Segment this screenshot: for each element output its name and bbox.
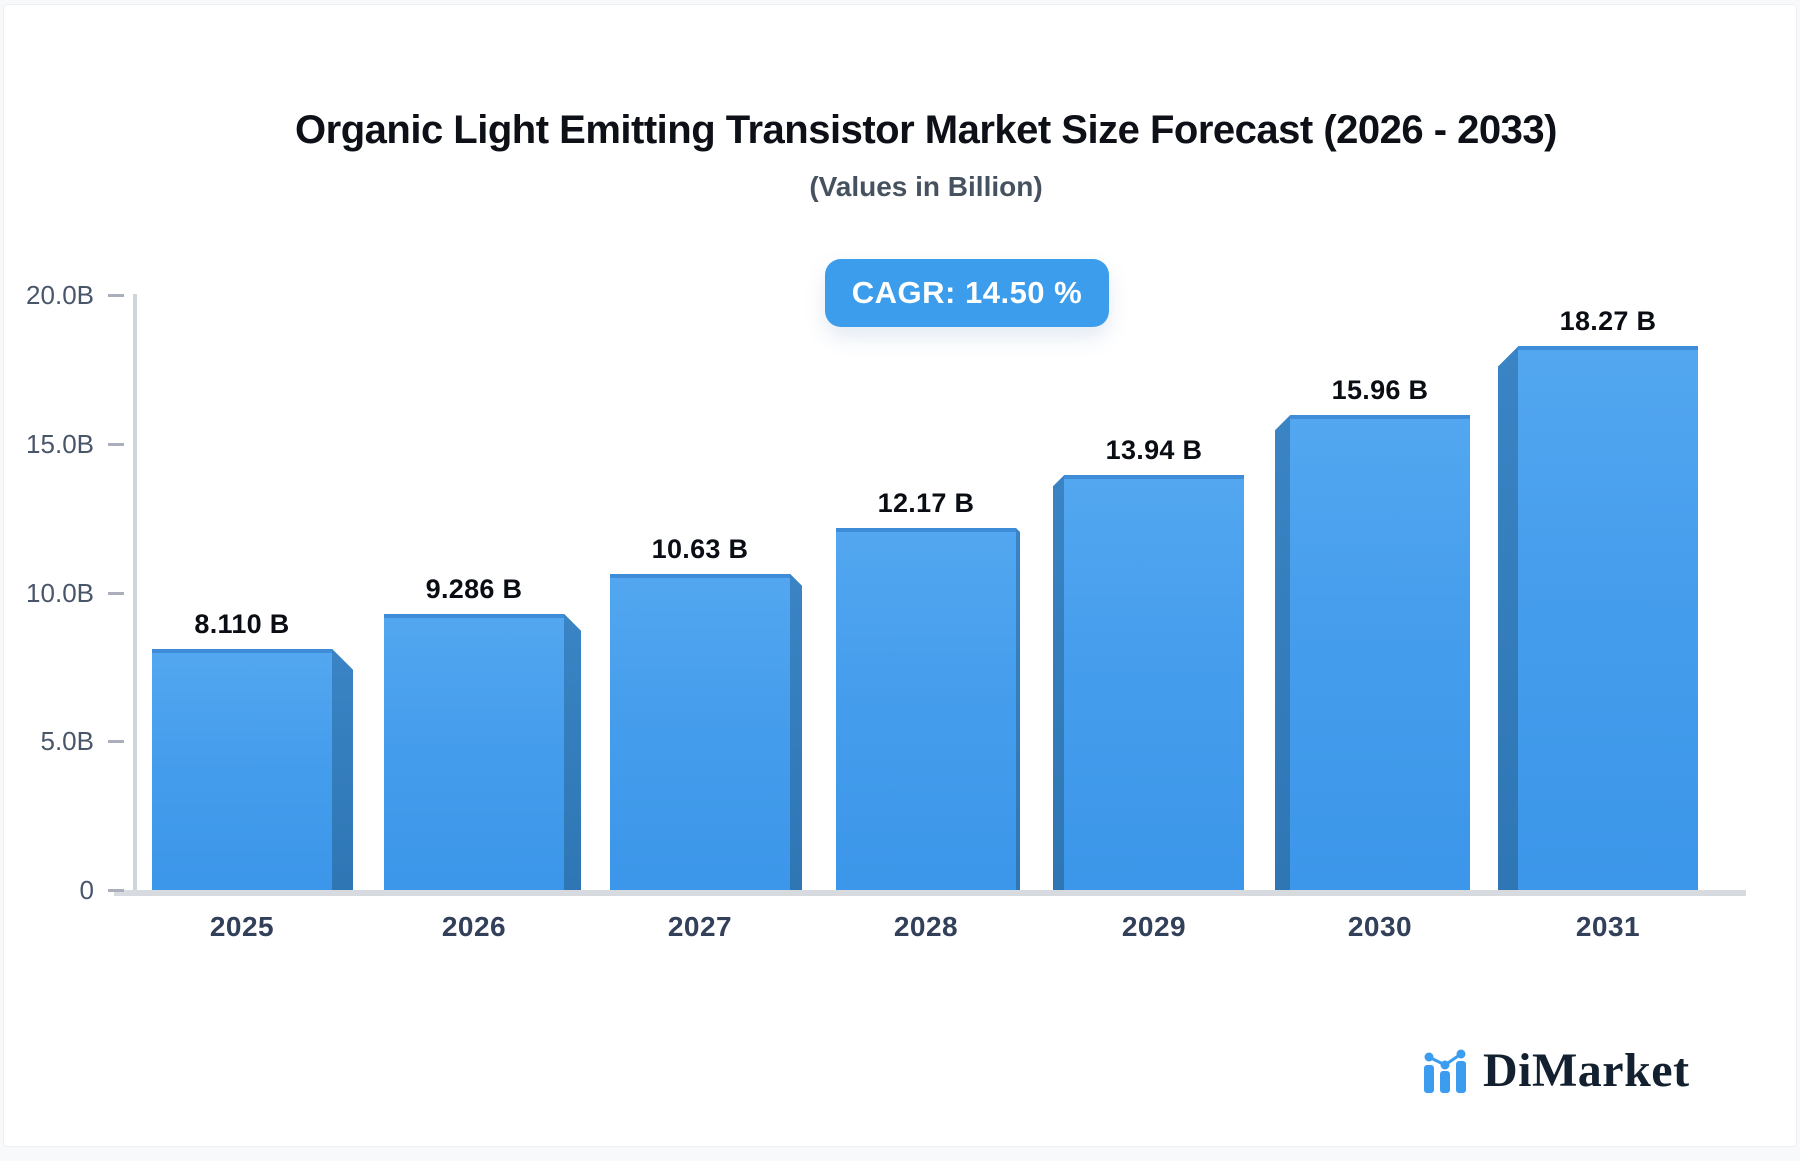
y-axis-line: [133, 294, 137, 895]
bar-chart-plot: 0 5.0B 10.0B 15.0B 20.0B 8.110 B 2025 9.286 B 20…: [4, 5, 1800, 1161]
x-axis-label-2030: 2030: [1270, 910, 1490, 944]
y-tick-mark: [108, 889, 124, 892]
bar-2030[interactable]: [1290, 415, 1470, 890]
bar-value-label-2031: 18.27 B: [1498, 306, 1718, 336]
x-axis-label-2027: 2027: [590, 910, 810, 944]
bar-value-label-2028: 12.17 B: [816, 488, 1036, 518]
bar-2031[interactable]: [1518, 346, 1698, 890]
dimarket-logo-text: DiMarket: [1483, 1049, 1690, 1093]
x-axis-label-2026: 2026: [364, 910, 584, 944]
bar-side-face-2026: [564, 614, 581, 890]
y-tick-mark: [108, 740, 124, 743]
y-tick-mark: [108, 443, 124, 446]
bar-value-label-2029: 13.94 B: [1044, 435, 1264, 465]
bar-side-face-2025: [332, 649, 353, 890]
chart-card: Organic Light Emitting Transistor Market…: [3, 4, 1797, 1147]
x-axis-label-2028: 2028: [816, 910, 1036, 944]
combo-bar-line-chart-icon: [1424, 1047, 1470, 1093]
bar-2026[interactable]: [384, 614, 564, 890]
x-axis-label-2029: 2029: [1044, 910, 1264, 944]
y-tick-label-20.0B: 20.0B: [4, 279, 94, 311]
bar-side-face-2028: [1016, 528, 1020, 890]
bar-side-face-2030: [1275, 415, 1290, 890]
bar-value-label-2025: 8.110 B: [132, 609, 352, 639]
y-tick-label-10.0B: 10.0B: [4, 577, 94, 609]
y-tick-label-0: 0: [4, 874, 94, 906]
dimarket-logo: DiMarket: [1424, 1047, 1690, 1093]
y-tick-mark: [108, 294, 124, 297]
bar-2028[interactable]: [836, 528, 1016, 890]
bar-value-label-2030: 15.96 B: [1270, 375, 1490, 405]
x-axis-line: [114, 890, 1746, 896]
bar-value-label-2027: 10.63 B: [590, 534, 810, 564]
y-tick-label-5.0B: 5.0B: [4, 725, 94, 757]
bar-2027[interactable]: [610, 574, 790, 890]
bar-2025[interactable]: [152, 649, 332, 890]
bar-value-label-2026: 9.286 B: [364, 574, 584, 604]
y-tick-label-15.0B: 15.0B: [4, 428, 94, 460]
bar-side-face-2031: [1498, 346, 1518, 890]
y-tick-mark: [108, 592, 124, 595]
bar-2029[interactable]: [1064, 475, 1244, 890]
bar-side-face-2027: [790, 574, 802, 890]
x-axis-label-2025: 2025: [132, 910, 352, 944]
x-axis-label-2031: 2031: [1498, 910, 1718, 944]
bar-side-face-2029: [1053, 475, 1064, 890]
